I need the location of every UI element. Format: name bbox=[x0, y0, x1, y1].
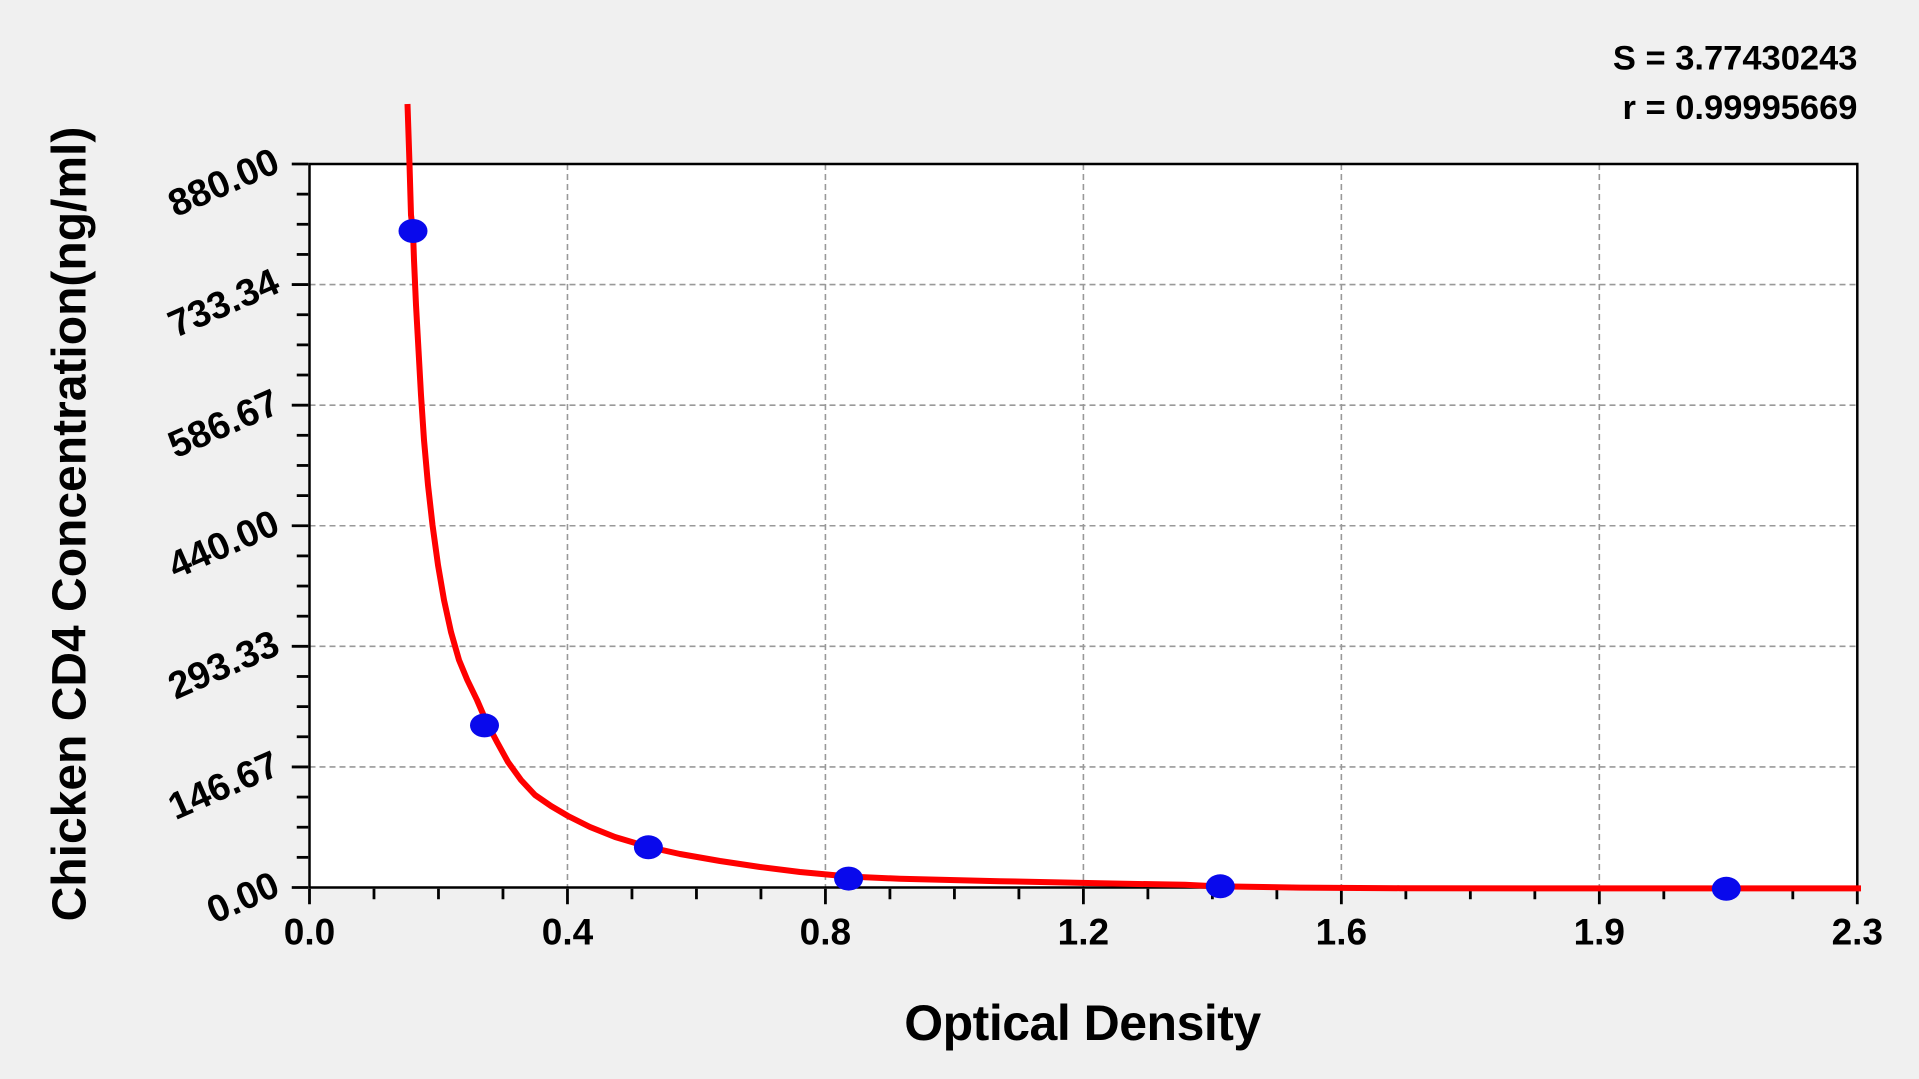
svg-text:S = 3.77430243: S = 3.77430243 bbox=[1613, 40, 1858, 78]
svg-text:Optical Density: Optical Density bbox=[904, 995, 1261, 1051]
svg-text:2.3: 2.3 bbox=[1832, 912, 1883, 953]
svg-text:Chicken CD4 Concentration(ng/m: Chicken CD4 Concentration(ng/ml) bbox=[44, 127, 97, 922]
svg-text:1.2: 1.2 bbox=[1058, 912, 1109, 953]
svg-text:1.9: 1.9 bbox=[1574, 912, 1625, 953]
svg-text:0.0: 0.0 bbox=[284, 912, 335, 953]
svg-text:1.6: 1.6 bbox=[1316, 912, 1367, 953]
svg-text:r = 0.99995669: r = 0.99995669 bbox=[1622, 89, 1857, 127]
svg-text:0.8: 0.8 bbox=[800, 912, 851, 953]
svg-text:0.4: 0.4 bbox=[542, 912, 594, 953]
